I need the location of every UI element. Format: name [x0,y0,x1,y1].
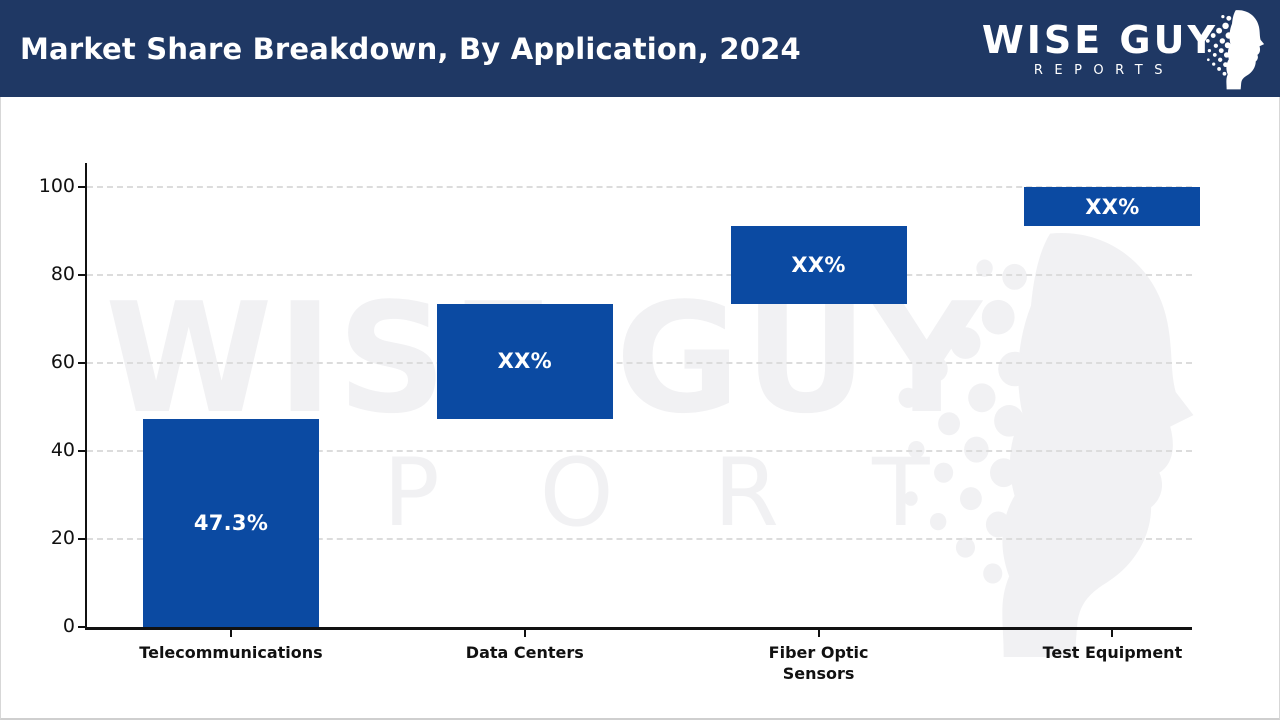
y-tick-label: 60 [50,351,75,373]
brand-logo-subtitle: REPORTS [1033,62,1174,78]
x-axis-line [85,627,1192,630]
y-gridline [87,186,1192,188]
x-category-label: Test Equipment [1042,643,1183,662]
y-gridline [87,538,1192,540]
brand-logo: WISE GUY REPORTS [982,8,1266,90]
y-tick-label: 100 [38,175,75,197]
x-tick-mark [1111,630,1114,637]
brand-logo-text: WISE GUY REPORTS [982,21,1218,77]
x-tick-mark [230,630,232,637]
page-title: Market Share Breakdown, By Application, … [20,31,801,66]
x-category-label: Telecommunications [139,643,323,662]
x-tick-mark [817,630,820,637]
brand-logo-wordmark: WISE GUY [981,17,1218,62]
y-tick-label: 20 [50,527,75,549]
brand-head-icon [1205,9,1265,89]
y-gridline [87,274,1192,276]
bar-fiber-optic-sensors: XX% [730,226,907,305]
y-tick-mark [78,186,86,188]
chart-canvas: WISE GUY PORTS 0 20 40 60 80 100 47.3% Telecomm… [0,97,1280,720]
bar-test-equipment: XX% [1024,187,1201,227]
bar-value-label: XX% [497,349,552,374]
y-tick-mark [78,274,86,276]
bar-value-label: XX% [791,253,846,278]
y-tick-label: 40 [50,439,75,461]
y-tick-label: 0 [62,615,75,637]
y-axis-line [85,163,87,630]
bar-data-centers: XX% [436,304,613,419]
x-category-label: Data Centers [465,643,584,662]
bar-telecommunications: 47.3% [143,418,319,627]
x-category-label: Fiber Optic Sensors [768,643,869,683]
y-gridline [87,362,1192,364]
x-tick-mark [523,630,526,637]
y-tick-mark [78,626,86,628]
header-banner: Market Share Breakdown, By Application, … [0,0,1280,97]
bar-value-label: 47.3% [193,510,269,535]
y-gridline [87,450,1192,452]
y-tick-mark [78,362,86,364]
chart: 0 20 40 60 80 100 47.3% Telecommunications XX% Da… [1,97,1279,718]
y-tick-mark [78,450,86,452]
bar-value-label: XX% [1085,194,1140,219]
y-tick-label: 80 [50,263,75,285]
y-tick-mark [78,538,86,540]
